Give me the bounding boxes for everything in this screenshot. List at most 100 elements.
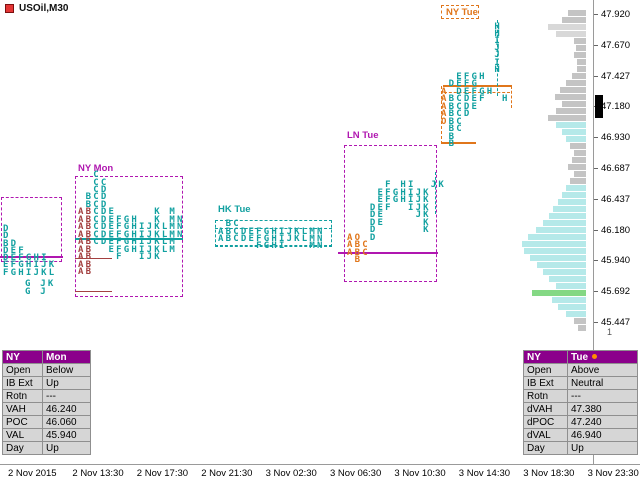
- table-cell-value: Above: [567, 363, 638, 377]
- time-axis-label: 2 Nov 17:30: [136, 468, 189, 479]
- profile-vertical-line: [511, 86, 512, 108]
- price-axis-label: 46.180: [601, 224, 631, 236]
- current-price-marker: [595, 95, 603, 118]
- tpo-row: G JK: [25, 279, 56, 289]
- active-session-dot: [592, 354, 598, 360]
- time-axis[interactable]: 2 Nov 2015 2 Nov 13:30 2 Nov 17:30 2 Nov 21…: [0, 464, 640, 480]
- tpo-letters: CDEFGHIJKLM: [93, 237, 178, 247]
- tpo-letters: G JK: [25, 279, 56, 289]
- tpo-letters: ABCDEFGHIJKLMN: [218, 227, 325, 237]
- tpo-letters: F IJK: [93, 252, 162, 262]
- table-row: dPOC 47.240: [523, 415, 638, 429]
- volume-histogram-bar: [560, 87, 586, 93]
- table-row: Day Up: [523, 441, 638, 455]
- profile-box: [75, 176, 183, 297]
- price-axis-label: 46.930: [601, 132, 631, 144]
- volume-histogram-bar: [568, 10, 586, 16]
- volume-histogram-bar: [543, 220, 586, 226]
- table-cell-value: 47.240: [567, 415, 638, 429]
- tpo-row: D K: [347, 226, 431, 235]
- tpo-letters: I: [441, 58, 502, 68]
- table-cell-value: ---: [567, 389, 638, 403]
- volume-histogram-bar: [578, 325, 586, 331]
- tpo-row: A DEFGH: [441, 87, 495, 97]
- profile-vertical-line: [435, 172, 436, 214]
- table-row: Open Above: [523, 363, 638, 377]
- price-axis-label: 47.180: [601, 101, 631, 113]
- tpo-letters: BC: [441, 124, 464, 134]
- volume-histogram-bar: [530, 255, 586, 261]
- table-cell-label: Rotn: [523, 389, 568, 403]
- price-tick: [594, 198, 598, 200]
- volume-histogram-bar: [522, 241, 586, 247]
- time-axis-label: 2 Nov 13:30: [72, 468, 124, 479]
- session-label-ln-tue: LN Tue: [347, 130, 379, 141]
- tpo-letters: CD: [78, 185, 109, 195]
- tpo-letters: BCDE: [448, 102, 480, 112]
- volume-histogram-bar: [574, 171, 586, 177]
- volume-histogram-bar: [566, 311, 586, 317]
- tpo-letters: DEFGH: [448, 87, 495, 97]
- tpo-row: BD: [3, 239, 19, 249]
- price-axis-label: 46.687: [601, 163, 631, 174]
- volume-histogram-bar: [543, 269, 586, 275]
- table-cell-label: Day: [2, 441, 43, 455]
- table-cell-label: Open: [523, 363, 568, 377]
- tpo-row: DE K: [347, 219, 431, 228]
- table-cell-label: VAH: [2, 402, 43, 416]
- plot-area[interactable]: D D BD DEF DEFGHI EFGHIJK FGHIJKL G JK G J NY Mon…: [0, 0, 593, 464]
- volume-histogram-bar: [568, 164, 586, 170]
- tpo-letters: A: [441, 94, 449, 104]
- volume-histogram-bar: [532, 290, 586, 296]
- tpo-letters: AB: [78, 207, 94, 217]
- tpo-letters: CDE K M: [93, 207, 178, 217]
- tpo-row: C: [78, 171, 101, 180]
- table-row: VAL 45.940: [2, 428, 91, 442]
- volume-histogram-bar: [562, 129, 586, 135]
- volume-histogram-bar: [536, 227, 586, 233]
- tpo-letters: B: [441, 132, 457, 142]
- table-row: dVAL 46.940: [523, 428, 638, 442]
- volume-histogram-bar: [566, 136, 586, 142]
- volume-histogram-bar: [576, 45, 586, 51]
- tpo-row: DEF: [3, 246, 26, 256]
- time-axis-label: 2 Nov 2015: [8, 468, 57, 479]
- profile-box: [344, 145, 437, 282]
- profile-level-line: [215, 245, 332, 246]
- tpo-letters: EFGHIJK: [347, 188, 431, 198]
- tpo-row: B: [347, 256, 362, 265]
- tpo-row: OBC: [441, 118, 464, 127]
- table-row: Open Below: [2, 363, 91, 377]
- profile-level-line: [444, 92, 510, 93]
- tpo-row: ABCD: [441, 110, 471, 119]
- price-tick: [594, 168, 598, 169]
- time-axis-label: 3 Nov 14:30: [458, 468, 511, 479]
- table-cell-value: Neutral: [567, 376, 638, 390]
- tpo-letters: BD: [3, 239, 19, 249]
- volume-histogram-bar: [577, 66, 586, 72]
- tpo-row: DEF IJK: [347, 204, 431, 213]
- tpo-letters: D: [3, 224, 11, 234]
- tpo-row: J: [441, 51, 502, 60]
- price-tick: [594, 137, 598, 139]
- table-cell-value: 46.060: [42, 415, 91, 429]
- profile-level-line: [0, 256, 63, 258]
- table-row: POC 46.060: [2, 415, 91, 429]
- price-tick: [594, 260, 598, 262]
- tpo-letters: B: [441, 139, 457, 149]
- tpo-letters: DEF: [3, 246, 26, 256]
- session-label-box: [441, 5, 479, 19]
- tpo-letters: H: [441, 65, 502, 75]
- price-tick: [594, 291, 598, 293]
- tpo-row: ABCDEFGHIJKLMN: [78, 231, 185, 240]
- table-row: Rotn ---: [523, 389, 638, 403]
- table-cell-label: IB Ext: [523, 376, 568, 390]
- price-axis-label: 47.670: [601, 39, 631, 51]
- price-tick: [594, 44, 598, 46]
- table-cell-value: Up: [42, 376, 91, 390]
- profile-level-line: [75, 238, 183, 240]
- tpo-row: ABCDEFGHIJKLMN: [218, 234, 325, 244]
- tpo-row: EFGHIJK: [347, 188, 431, 198]
- tpo-letters: AB: [78, 222, 94, 232]
- tpo-letters: ABCDEFGHIJKLMN: [218, 234, 325, 244]
